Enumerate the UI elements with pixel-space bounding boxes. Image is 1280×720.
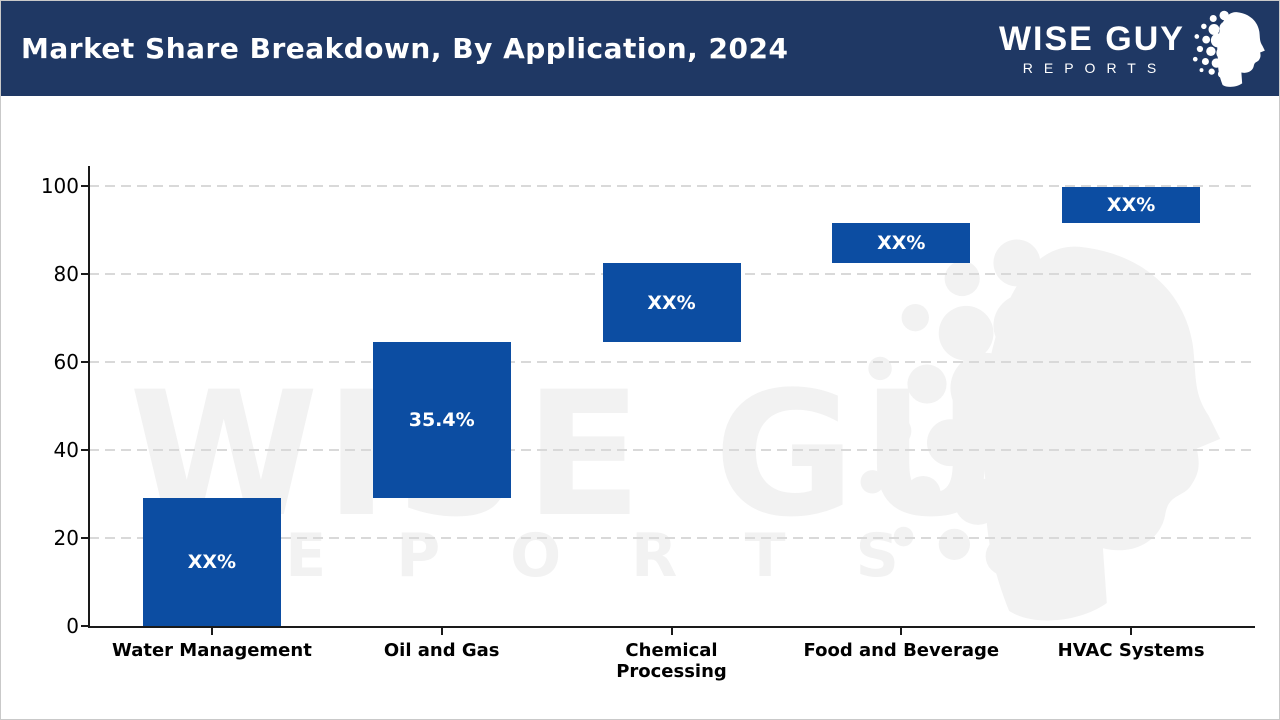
- bar-value-label-hvac-systems: XX%: [1106, 193, 1156, 216]
- x-tick-label-hvac-systems: HVAC Systems: [1057, 640, 1205, 661]
- head-logo-icon: [1189, 5, 1275, 93]
- brand-name: WISE GUY: [998, 20, 1185, 59]
- x-tick-chemical-processing: [670, 628, 673, 635]
- x-tick-label-chemical-processing: Chemical Processing: [616, 640, 727, 682]
- brand-subtitle: REPORTS: [1022, 59, 1168, 76]
- bar-food-and-beverage: XX%: [832, 222, 971, 264]
- y-tick-label-0: 0: [66, 614, 79, 638]
- y-tick-label-100: 100: [40, 174, 79, 198]
- y-tick-60: [81, 361, 89, 363]
- y-tick-label-80: 80: [53, 262, 79, 286]
- gridline-20: [89, 537, 1254, 539]
- page-title: Market Share Breakdown, By Application, …: [21, 32, 789, 65]
- bar-hvac-systems: XX%: [1062, 186, 1201, 223]
- background-watermark: WISE GUY REPORTS: [1, 96, 1280, 720]
- bar-value-label-oil-and-gas: 35.4%: [408, 408, 475, 431]
- x-tick-oil-and-gas: [440, 628, 443, 635]
- y-tick-0: [81, 625, 89, 627]
- header-bar: Market Share Breakdown, By Application, …: [1, 1, 1279, 96]
- bar-oil-and-gas: 35.4%: [372, 341, 511, 498]
- y-tick-40: [81, 449, 89, 451]
- y-tick-label-40: 40: [53, 438, 79, 462]
- gridline-100: [89, 185, 1254, 187]
- brand-wordmark: WISE GUY REPORTS: [998, 20, 1185, 76]
- x-tick-hvac-systems: [1130, 628, 1133, 635]
- x-axis-line: [88, 626, 1255, 628]
- x-tick-food-and-beverage: [900, 628, 903, 635]
- y-tick-80: [81, 273, 89, 275]
- watermark-reports-text: REPORTS: [169, 521, 969, 591]
- y-tick-label-60: 60: [53, 350, 79, 374]
- brand-logo: WISE GUY REPORTS: [999, 5, 1275, 93]
- x-tick-label-food-and-beverage: Food and Beverage: [803, 640, 1000, 661]
- bar-value-label-chemical-processing: XX%: [647, 291, 696, 314]
- head-watermark-icon: [841, 211, 1271, 651]
- gridline-60: [89, 361, 1254, 363]
- y-axis-line: [88, 166, 90, 628]
- y-tick-label-20: 20: [53, 526, 79, 550]
- x-tick-water-management: [210, 628, 213, 635]
- x-tick-label-oil-and-gas: Oil and Gas: [383, 640, 500, 661]
- gridline-40: [89, 449, 1254, 451]
- bar-value-label-food-and-beverage: XX%: [877, 232, 926, 255]
- bar-chemical-processing: XX%: [602, 263, 741, 342]
- bar-water-management: XX%: [142, 497, 281, 626]
- bar-value-label-water-management: XX%: [187, 550, 237, 573]
- y-tick-100: [81, 185, 89, 187]
- x-tick-label-water-management: Water Management: [111, 640, 312, 661]
- y-tick-20: [81, 537, 89, 539]
